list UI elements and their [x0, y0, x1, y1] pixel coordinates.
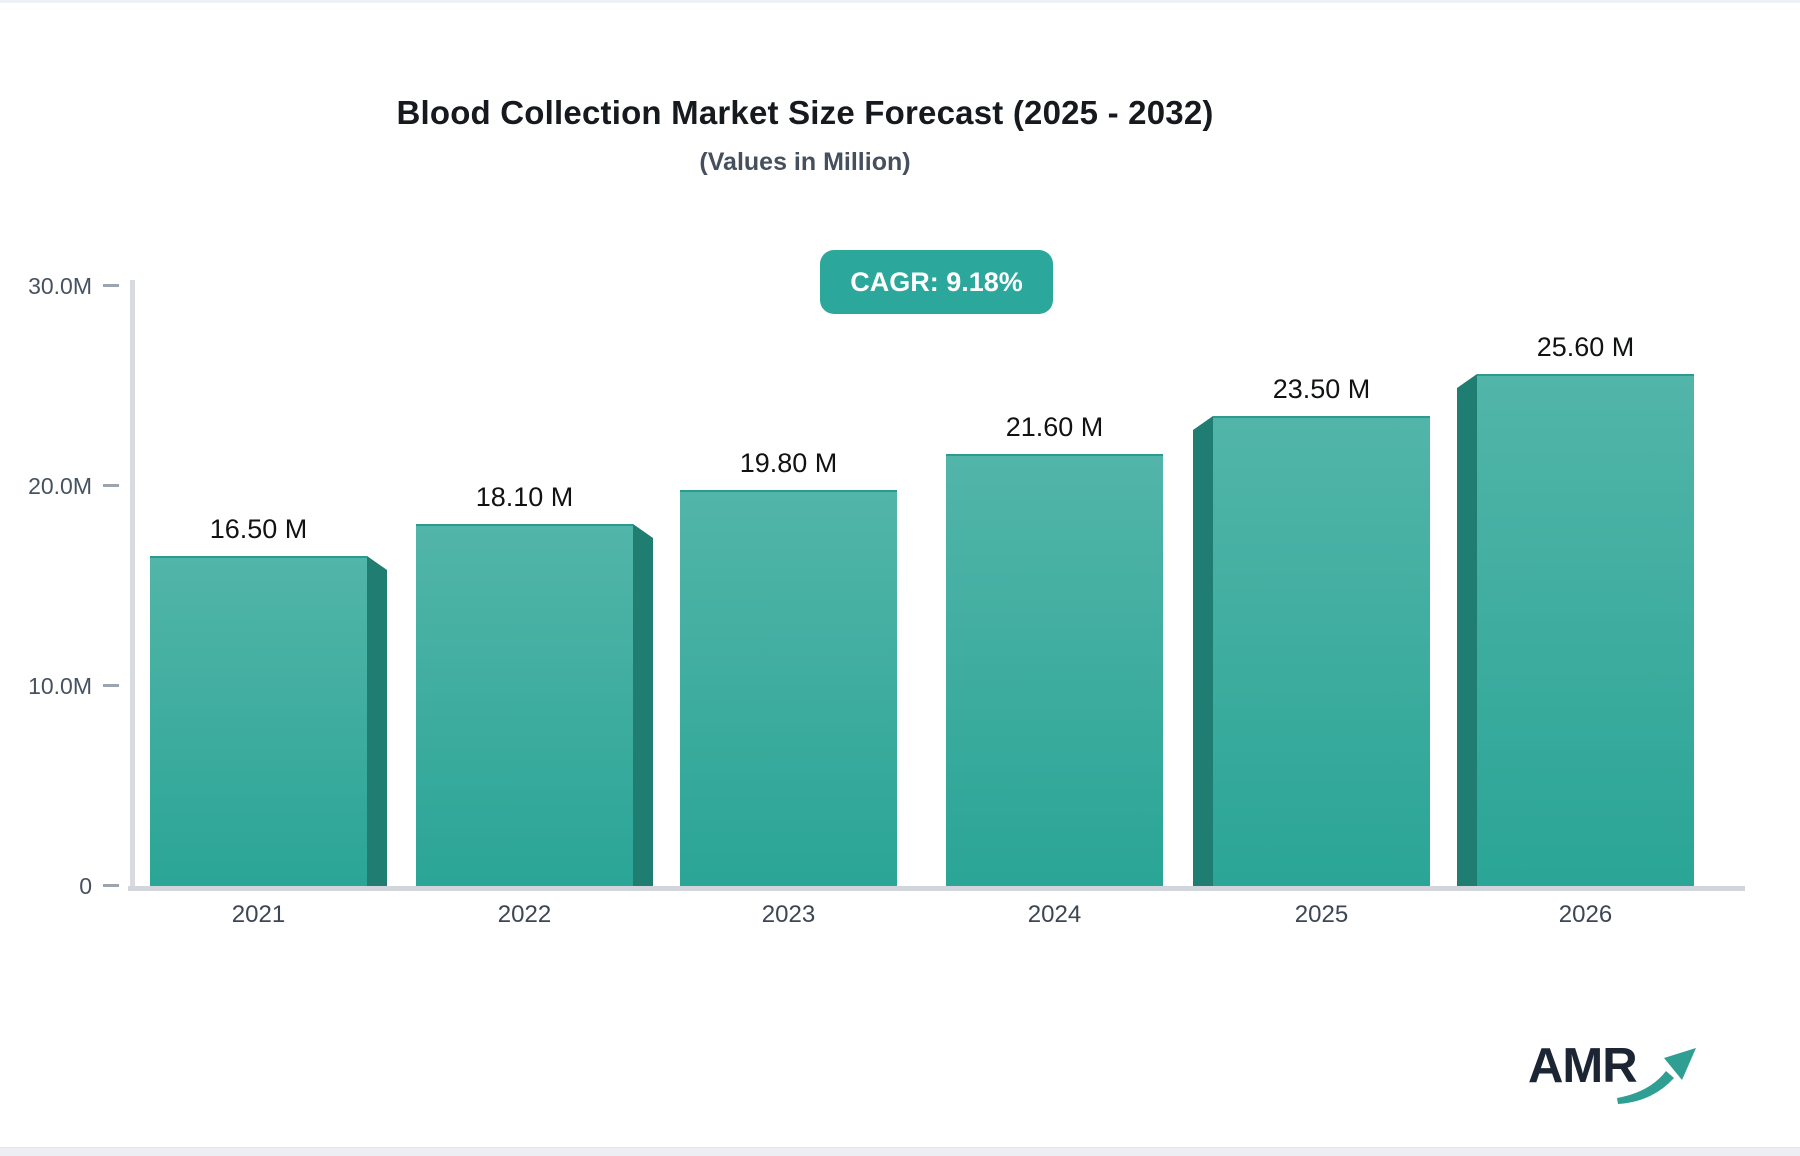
bar-3d-side	[633, 524, 653, 886]
bar-2024	[946, 454, 1163, 886]
x-axis-label: 2024	[1027, 901, 1082, 928]
bar-value-label: 16.50 M	[209, 514, 308, 544]
bar-2021	[150, 556, 367, 886]
amr-logo-text: AMR	[1528, 1039, 1638, 1093]
y-axis-label: 10.0M	[28, 673, 92, 699]
bar-2025	[1213, 416, 1430, 886]
x-axis-line	[128, 886, 1745, 891]
y-axis-label: 20.0M	[28, 473, 92, 499]
x-axis-label: 2023	[761, 901, 816, 928]
bottom-border	[0, 1147, 1800, 1156]
chart-title: Blood Collection Market Size Forecast (2…	[396, 94, 1214, 131]
y-axis-tick	[103, 684, 119, 687]
x-axis-label: 2025	[1294, 901, 1349, 928]
bar-value-label: 19.80 M	[739, 448, 838, 478]
x-axis-label: 2021	[231, 901, 286, 928]
bar-value-label: 21.60 M	[1005, 412, 1104, 442]
x-axis-label: 2022	[497, 901, 552, 928]
chart-subtitle: (Values in Million)	[699, 148, 911, 176]
bar-value-label: 18.10 M	[475, 482, 574, 512]
cagr-badge-row: CAGR: 9.18%	[130, 250, 1743, 315]
y-axis-tick	[103, 484, 119, 487]
y-axis-label: 0	[79, 873, 92, 899]
bar-2026	[1477, 374, 1694, 886]
bar-2022	[416, 524, 633, 886]
bar-value-label: 25.60 M	[1536, 332, 1635, 362]
bar-3d-side	[367, 556, 387, 886]
top-border	[0, 0, 1800, 3]
y-axis-tick	[103, 884, 119, 887]
bar-2023	[680, 490, 897, 886]
cagr-badge: CAGR: 9.18%	[820, 250, 1053, 315]
amr-logo: AMR	[1528, 1038, 1738, 1122]
x-axis-label: 2026	[1558, 901, 1613, 928]
growth-arrow-icon	[1617, 1048, 1696, 1104]
y-axis-label: 30.0M	[28, 273, 92, 299]
y-axis-line	[130, 280, 135, 886]
y-axis-tick	[103, 284, 119, 287]
bar-3d-side	[1457, 374, 1477, 886]
bar-value-label: 23.50 M	[1272, 374, 1371, 404]
bar-3d-side	[1193, 416, 1213, 886]
